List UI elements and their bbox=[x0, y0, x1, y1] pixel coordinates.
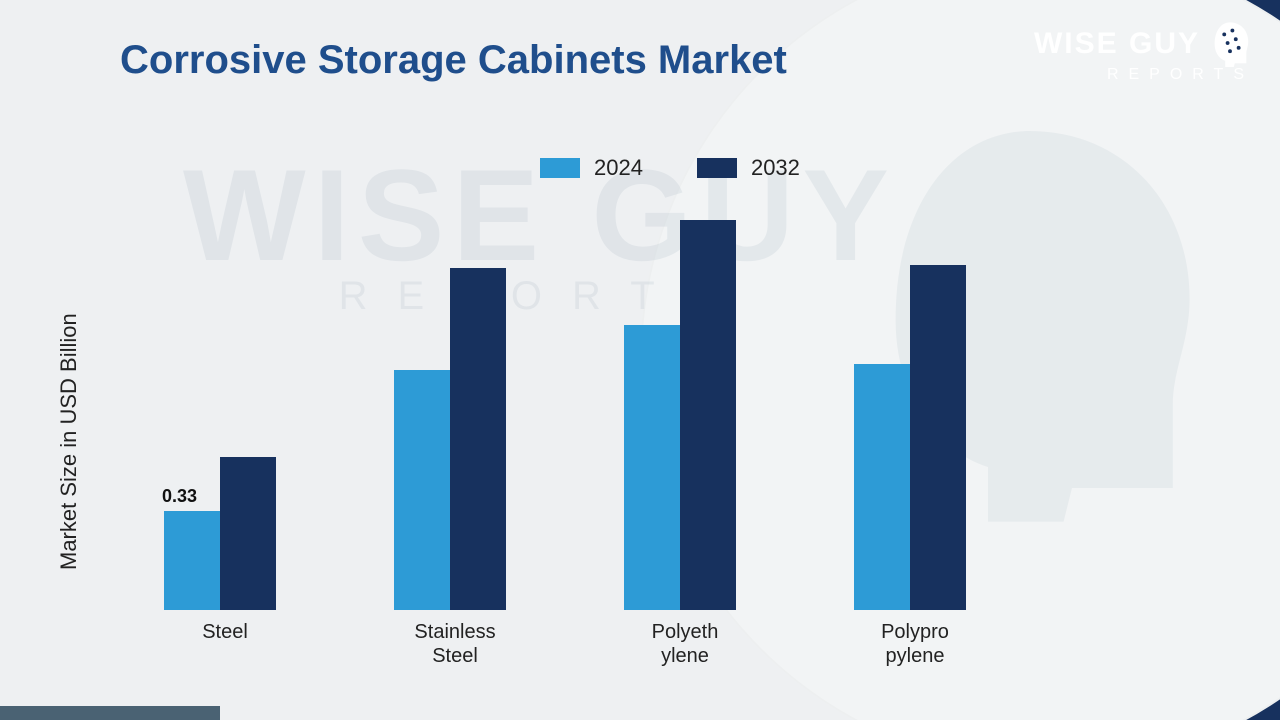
legend-item-2032: 2032 bbox=[697, 155, 800, 181]
x-axis-label: Polyethylene bbox=[605, 620, 765, 668]
bar bbox=[910, 265, 966, 610]
brand-line2: REPORTS bbox=[1034, 66, 1254, 84]
legend-swatch-2024 bbox=[540, 158, 580, 178]
legend: 2024 2032 bbox=[540, 155, 800, 181]
x-axis-label: Steel bbox=[145, 620, 305, 644]
bottom-accent-bar bbox=[0, 706, 220, 720]
legend-swatch-2032 bbox=[697, 158, 737, 178]
x-axis-label: Polypropylene bbox=[835, 620, 995, 668]
brand-logo: WISE GUY REPORTS bbox=[1034, 20, 1254, 84]
bar bbox=[854, 364, 910, 610]
legend-label-2024: 2024 bbox=[594, 155, 643, 181]
bar-value-label: 0.33 bbox=[162, 486, 197, 507]
legend-item-2024: 2024 bbox=[540, 155, 643, 181]
x-axis-label: StainlessSteel bbox=[375, 620, 535, 668]
bar bbox=[220, 457, 276, 610]
brand-head-icon bbox=[1206, 20, 1254, 68]
bar bbox=[394, 370, 450, 610]
bar bbox=[164, 511, 220, 610]
chart-card: WISE GUY REPORTS Corrosive Storage Cabin… bbox=[0, 0, 1280, 720]
bar bbox=[624, 325, 680, 610]
plot-area: 0.33SteelStainlessSteelPolyethylenePolyp… bbox=[130, 190, 970, 610]
bar bbox=[680, 220, 736, 610]
bar bbox=[450, 268, 506, 610]
chart-title: Corrosive Storage Cabinets Market bbox=[120, 38, 787, 83]
brand-line1: WISE GUY bbox=[1034, 27, 1200, 61]
legend-label-2032: 2032 bbox=[751, 155, 800, 181]
y-axis-label: Market Size in USD Billion bbox=[56, 313, 82, 570]
